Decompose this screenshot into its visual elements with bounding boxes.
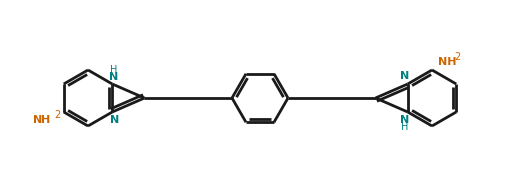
Text: N: N (33, 115, 42, 125)
Text: N: N (400, 71, 410, 81)
Text: NH: NH (438, 57, 456, 67)
Text: N: N (108, 72, 118, 82)
Text: H: H (109, 65, 117, 75)
Text: H: H (401, 122, 408, 132)
Text: 2: 2 (54, 110, 60, 120)
Text: N: N (109, 115, 119, 125)
Text: 2: 2 (454, 52, 460, 62)
Text: N: N (400, 115, 410, 125)
Text: H: H (41, 115, 51, 125)
